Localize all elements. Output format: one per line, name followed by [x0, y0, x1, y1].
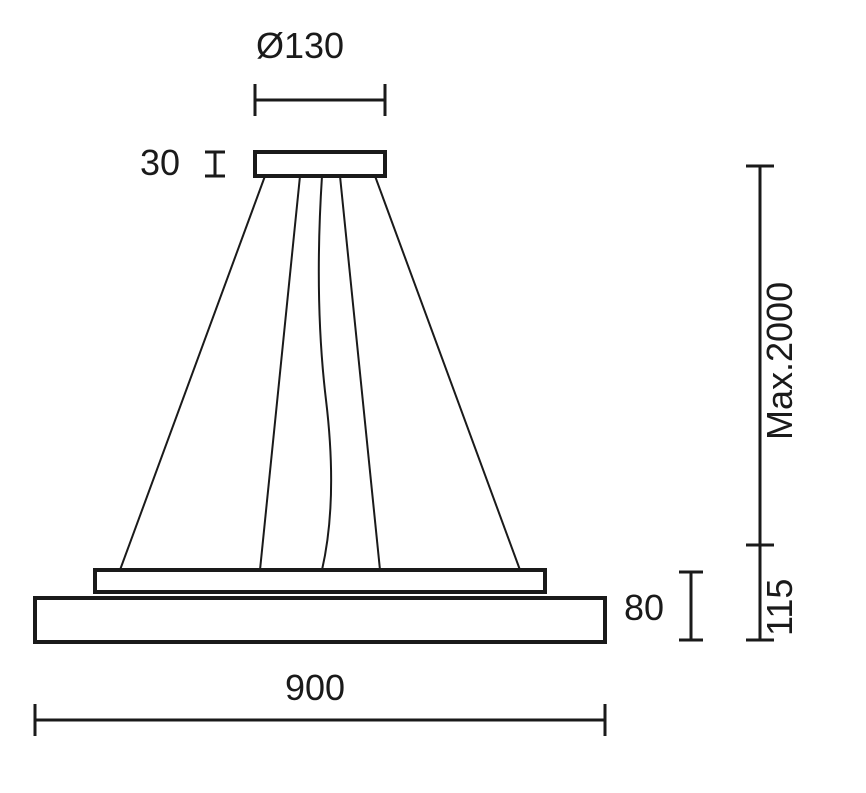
wire: [120, 176, 265, 570]
wire: [375, 176, 520, 570]
wire: [260, 176, 300, 570]
wire: [340, 176, 380, 570]
dim-label-115: 115: [759, 579, 800, 636]
dim-label-900: 900: [285, 667, 345, 708]
dim-label-80: 80: [624, 587, 664, 628]
dim-label-top-diameter: Ø130: [256, 25, 344, 66]
dim-label-canopy-height: 30: [140, 142, 180, 183]
dim-label-max2000: Max.2000: [759, 282, 800, 440]
wire-center: [319, 176, 331, 570]
